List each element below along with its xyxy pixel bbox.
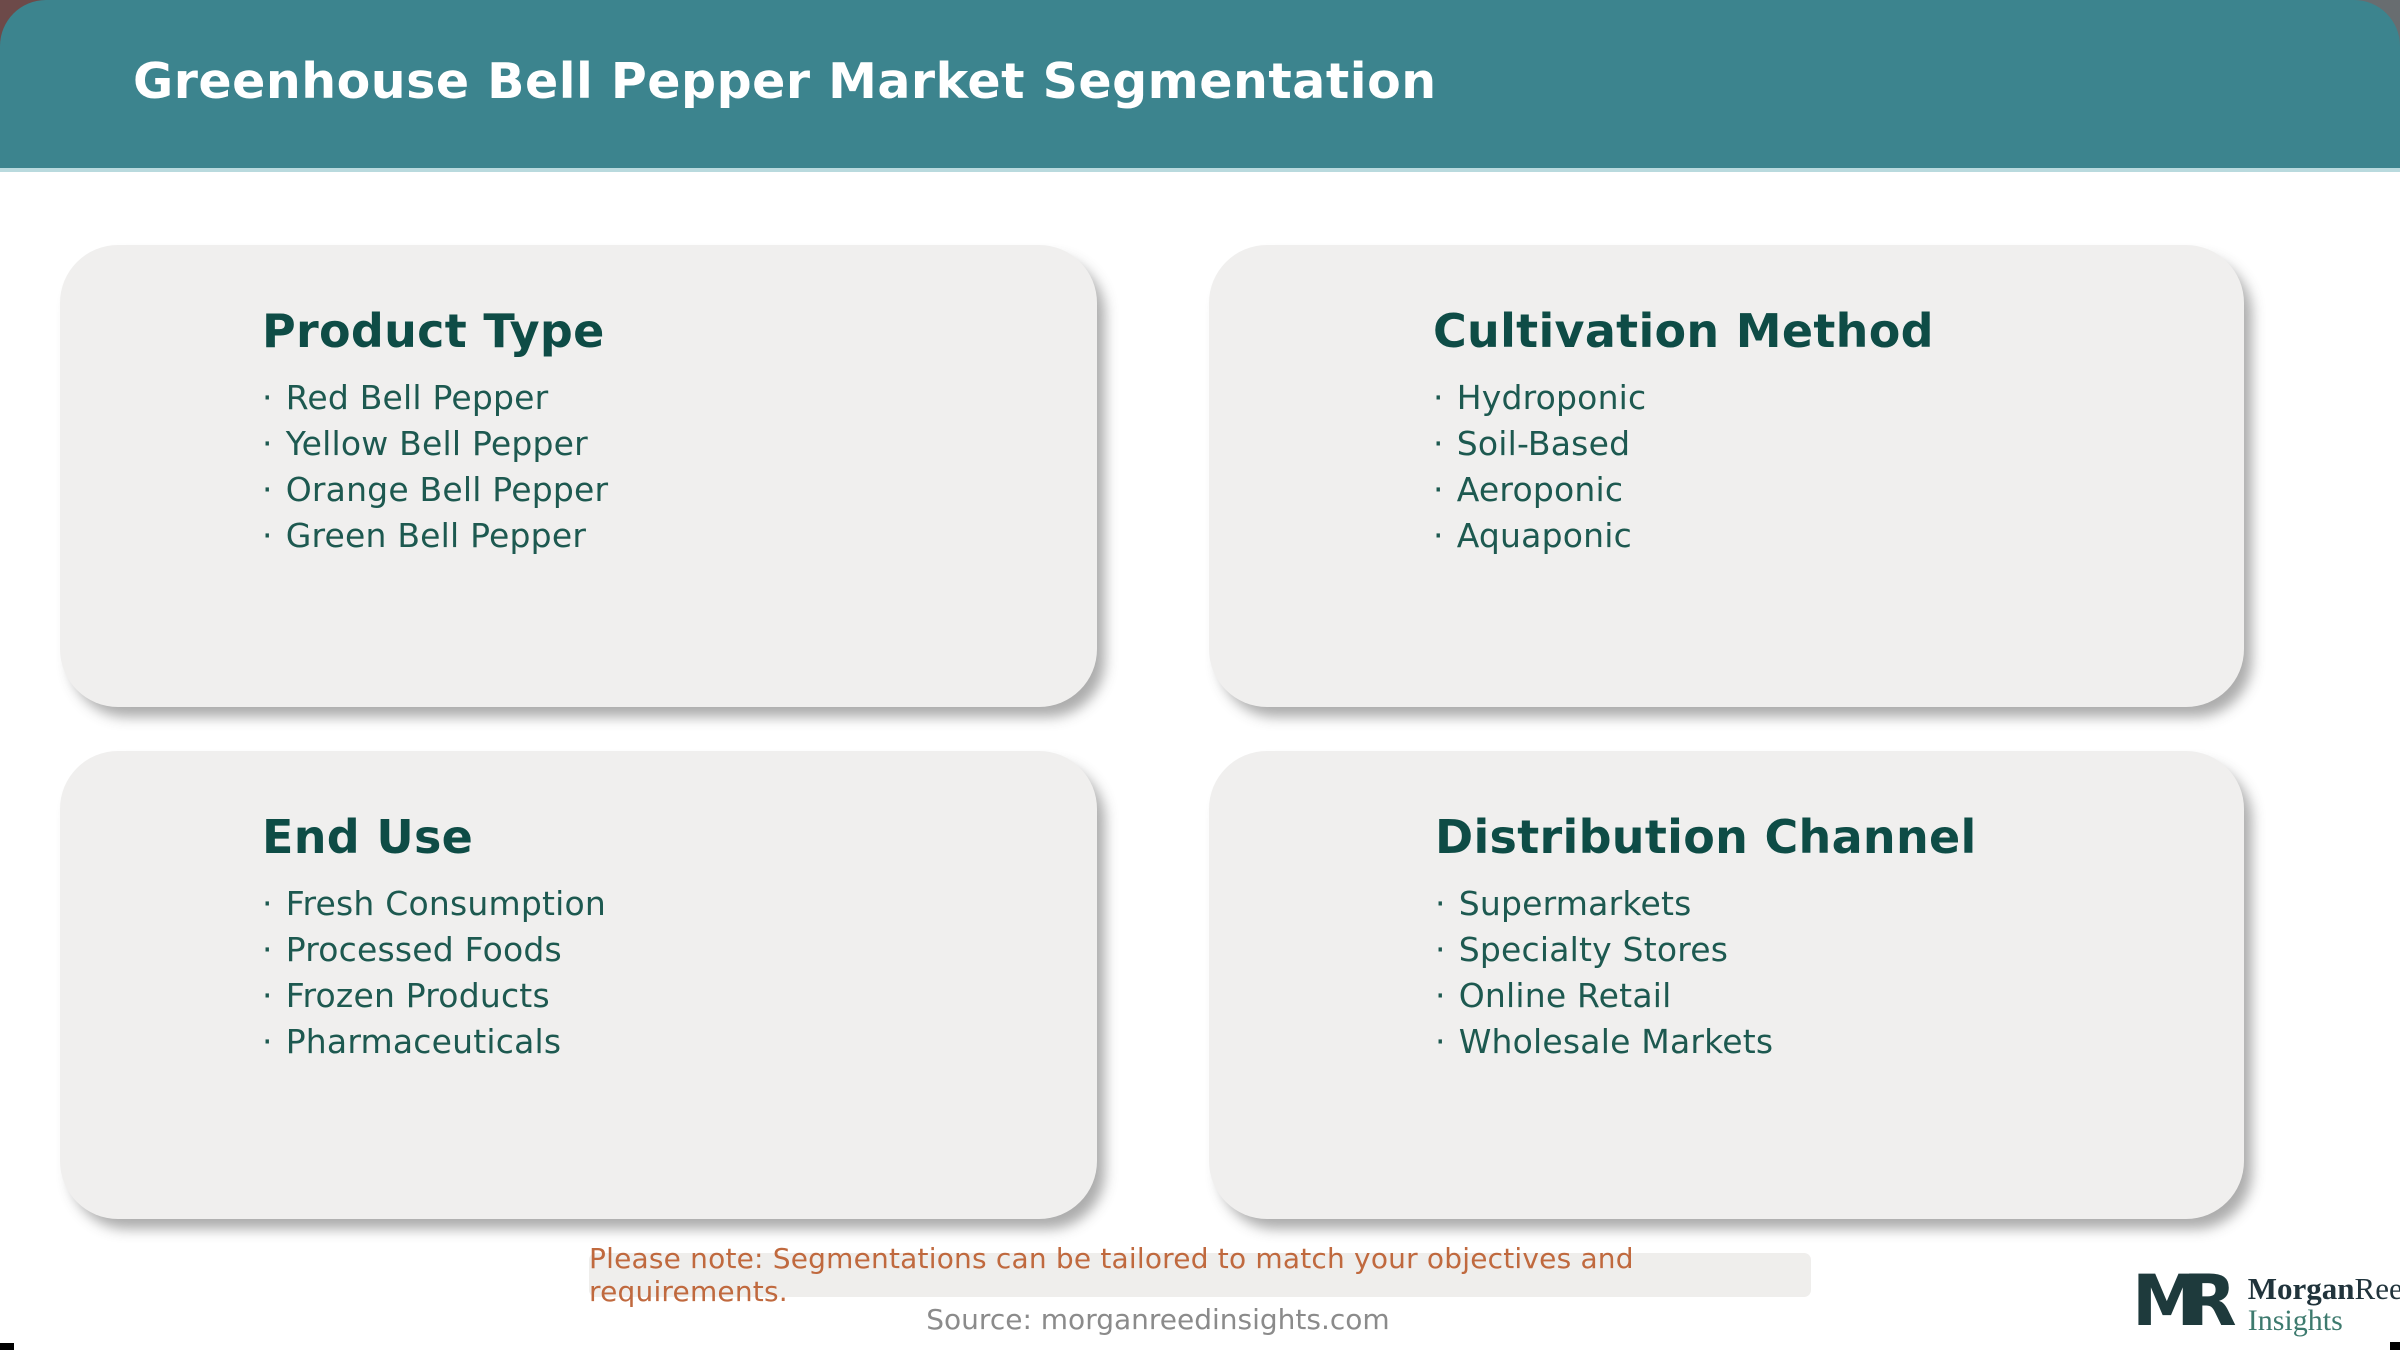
- bullet-dot: ·: [1433, 378, 1444, 417]
- brand-tagline: Insights: [2247, 1304, 2343, 1337]
- card-title: End Use: [262, 810, 474, 864]
- bullet-dot: ·: [1435, 884, 1446, 923]
- list-item: · Red Bell Pepper: [262, 375, 1097, 421]
- card-title: Distribution Channel: [1435, 810, 1977, 864]
- bullet-dot: ·: [1435, 930, 1446, 969]
- list-item: · Fresh Consumption: [262, 881, 1097, 927]
- list-item: · Supermarkets: [1435, 881, 2244, 927]
- list-item-label: Aeroponic: [1456, 470, 1624, 509]
- screen-artifact-bottom-left: [0, 1343, 14, 1350]
- list-item: · Wholesale Markets: [1435, 1019, 2244, 1065]
- list-item: · Specialty Stores: [1435, 927, 2244, 973]
- list-item: · Aeroponic: [1433, 467, 2244, 513]
- list-item: · Aquaponic: [1433, 513, 2244, 559]
- list-item-label: Online Retail: [1458, 976, 1672, 1015]
- header-banner: Greenhouse Bell Pepper Market Segmentati…: [0, 0, 2400, 172]
- list-item: · Hydroponic: [1433, 375, 2244, 421]
- card-item-list: · Supermarkets · Specialty Stores · Online …: [1435, 881, 2244, 1065]
- brand-logo: MR MorganReed Insights: [2132, 1260, 2400, 1342]
- list-item: · Online Retail: [1435, 973, 2244, 1019]
- bullet-dot: ·: [1433, 424, 1444, 463]
- list-item-label: Hydroponic: [1456, 378, 1647, 417]
- list-item: · Pharmaceuticals: [262, 1019, 1097, 1065]
- list-item-label: Frozen Products: [285, 976, 550, 1015]
- bullet-dot: ·: [262, 930, 273, 969]
- card-item-list: · Red Bell Pepper · Yellow Bell Pepper · Or…: [262, 375, 1097, 559]
- brand-name-secondary: Reed: [2354, 1271, 2400, 1306]
- page-title: Greenhouse Bell Pepper Market Segmentati…: [133, 52, 1437, 110]
- bullet-dot: ·: [262, 976, 273, 1015]
- bullet-dot: ·: [262, 470, 273, 509]
- note-text: Please note: Segmentations can be tailor…: [589, 1242, 1634, 1308]
- source-text: Source: morganreedinsights.com: [926, 1303, 1390, 1336]
- list-item-label: Fresh Consumption: [285, 884, 606, 923]
- list-item-label: Orange Bell Pepper: [285, 470, 609, 509]
- list-item-label: Supermarkets: [1458, 884, 1692, 923]
- card-distribution-channel: Distribution Channel · Supermarkets · Spec…: [1209, 751, 2244, 1219]
- screen-artifact-bottom-right: [2390, 1342, 2400, 1350]
- bullet-dot: ·: [1433, 516, 1444, 555]
- card-product-type: Product Type · Red Bell Pepper · Yellow Be…: [60, 245, 1097, 707]
- list-item-label: Yellow Bell Pepper: [285, 424, 588, 463]
- list-item-label: Green Bell Pepper: [285, 516, 587, 555]
- list-item-label: Red Bell Pepper: [285, 378, 549, 417]
- list-item-label: Processed Foods: [285, 930, 562, 969]
- list-item-label: Aquaponic: [1456, 516, 1632, 555]
- list-item-label: Specialty Stores: [1458, 930, 1729, 969]
- list-item: · Frozen Products: [262, 973, 1097, 1019]
- bullet-dot: ·: [262, 516, 273, 555]
- bullet-dot: ·: [1435, 976, 1446, 1015]
- list-item: · Processed Foods: [262, 927, 1097, 973]
- brand-name-primary: Morgan: [2247, 1271, 2355, 1306]
- list-item: · Yellow Bell Pepper: [262, 421, 1097, 467]
- card-cultivation-method: Cultivation Method · Hydroponic · Soil-Bas…: [1209, 245, 2244, 707]
- list-item-label: Pharmaceuticals: [285, 1022, 562, 1061]
- note-banner: Please note: Segmentations can be tailor…: [589, 1242, 1811, 1308]
- bullet-dot: ·: [262, 378, 273, 417]
- bullet-dot: ·: [262, 424, 273, 463]
- card-item-list: · Fresh Consumption · Processed Foods · Fro…: [262, 881, 1097, 1065]
- brand-logo-text: MorganReed Insights: [2248, 1272, 2400, 1337]
- card-title: Cultivation Method: [1433, 304, 1934, 358]
- list-item: · Green Bell Pepper: [262, 513, 1097, 559]
- bullet-dot: ·: [1435, 1022, 1446, 1061]
- list-item-label: Soil-Based: [1456, 424, 1631, 463]
- bullet-dot: ·: [1433, 470, 1444, 509]
- card-item-list: · Hydroponic · Soil-Based · Aeroponic · Aqua…: [1433, 375, 2244, 559]
- bullet-dot: ·: [262, 1022, 273, 1061]
- list-item-label: Wholesale Markets: [1458, 1022, 1774, 1061]
- brand-name: MorganReed: [2248, 1272, 2400, 1305]
- card-title: Product Type: [262, 304, 605, 358]
- brand-monogram: MR: [2132, 1260, 2237, 1342]
- bullet-dot: ·: [262, 884, 273, 923]
- list-item: · Soil-Based: [1433, 421, 2244, 467]
- list-item: · Orange Bell Pepper: [262, 467, 1097, 513]
- card-end-use: End Use · Fresh Consumption · Processed Fo…: [60, 751, 1097, 1219]
